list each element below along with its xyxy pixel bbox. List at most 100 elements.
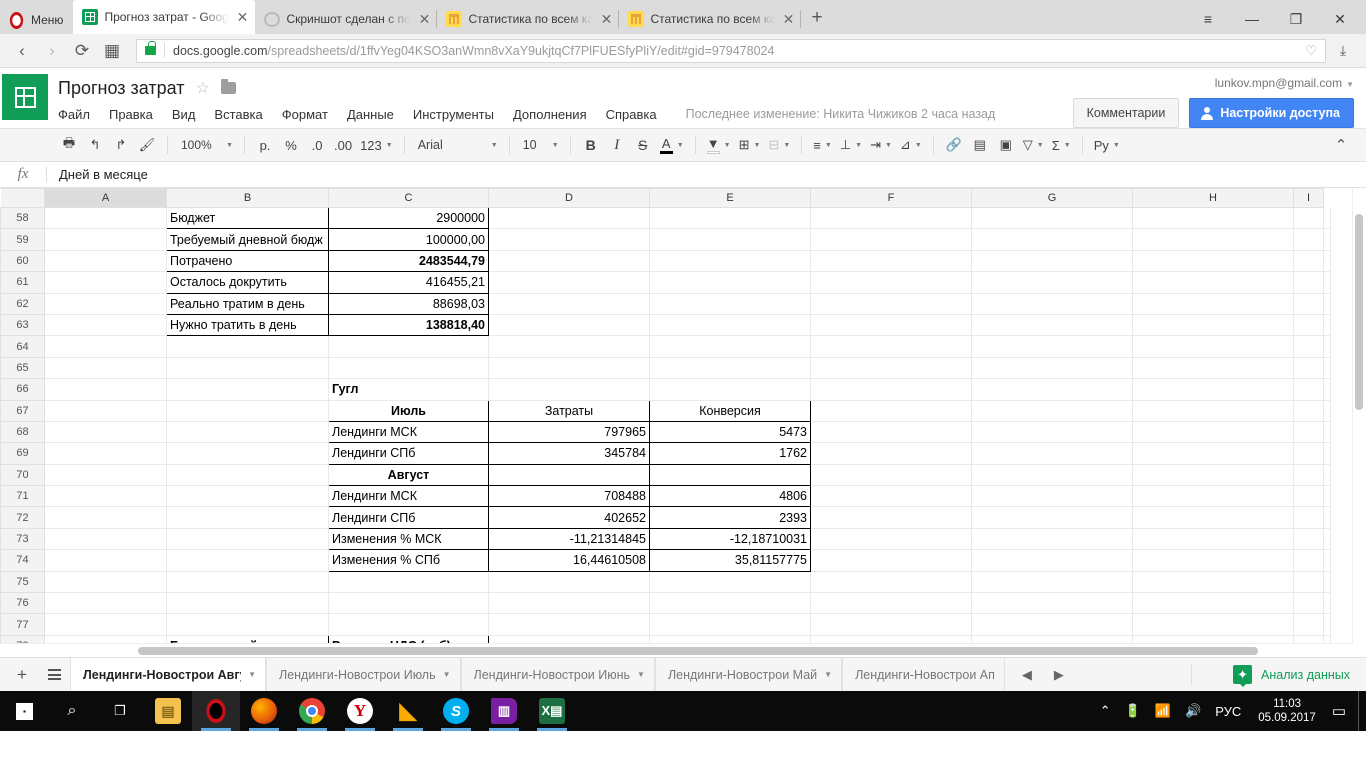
number-format-selector[interactable]: 123 ▼ <box>356 132 397 158</box>
cell-C74[interactable]: Изменения % СПб <box>328 549 489 572</box>
cell-C62[interactable]: 88698,03 <box>328 292 489 315</box>
filter-icon[interactable]: ▽ ▼ <box>1022 137 1044 152</box>
cell-E71[interactable]: 4806 <box>649 485 811 508</box>
speed-dial-icon[interactable]: ▦ <box>103 40 121 60</box>
cell-C63[interactable]: 138818,40 <box>328 313 489 337</box>
row-header-74[interactable]: 74 <box>0 549 45 572</box>
vertical-scroll-thumb[interactable] <box>1355 214 1363 410</box>
cell-A68[interactable] <box>44 421 167 444</box>
cell-C73[interactable]: Изменения % МСК <box>328 527 489 551</box>
cell-F61[interactable] <box>810 271 972 294</box>
cell-E76[interactable] <box>649 592 811 615</box>
close-icon[interactable]: ✕ <box>418 11 431 27</box>
cell-F75[interactable] <box>810 571 972 594</box>
cell-B62[interactable]: Реально тратим в день <box>166 292 329 315</box>
browser-tab-3[interactable]: Статистика по всем камп ✕ <box>619 4 802 34</box>
cell-A63[interactable] <box>44 314 167 337</box>
sheet-tab-2[interactable]: Лендинги-Новострои Июнь ▼ <box>460 657 655 692</box>
share-button[interactable]: Настройки доступа <box>1189 98 1354 128</box>
cell-H71[interactable] <box>1132 485 1294 508</box>
cell-C77[interactable] <box>328 613 489 636</box>
cell-B65[interactable] <box>166 357 329 380</box>
insert-chart-icon[interactable]: ▣ <box>999 137 1012 152</box>
cell-I71[interactable] <box>1293 485 1324 508</box>
cell-D75[interactable] <box>488 571 650 594</box>
yandex-browser-icon[interactable]: Y <box>336 691 384 731</box>
cell-H74[interactable] <box>1132 549 1294 572</box>
cell-B60[interactable]: Потрачено <box>166 249 329 273</box>
menu-item-view[interactable]: Вид <box>171 106 196 122</box>
close-window-icon[interactable]: ✕ <box>1334 10 1346 27</box>
column-header-E[interactable]: E <box>649 188 811 208</box>
font-family-selector[interactable]: Arial ▼ <box>412 132 502 158</box>
cell-G59[interactable] <box>971 228 1133 251</box>
cell-H66[interactable] <box>1132 378 1294 401</box>
cell-I72[interactable] <box>1293 506 1324 529</box>
explore-button[interactable]: ✦ Анализ данных <box>1233 665 1360 687</box>
cell-F73[interactable] <box>810 528 972 551</box>
row-header-58[interactable]: 58 <box>0 206 45 230</box>
cell-I75[interactable] <box>1293 571 1324 594</box>
formula-input[interactable]: Дней в месяце <box>59 167 148 182</box>
cell-A71[interactable] <box>44 485 167 508</box>
cell-F64[interactable] <box>810 335 972 358</box>
cell-E66[interactable] <box>649 378 811 401</box>
font-size-selector[interactable]: 10 ▼ <box>517 132 563 158</box>
row-header-69[interactable]: 69 <box>0 442 45 465</box>
address-bar[interactable]: docs.google.com/spreadsheets/d/1ffvYeg04… <box>136 38 1326 63</box>
account-email[interactable]: lunkov.mpn@gmail.com ▼ <box>1024 68 1354 90</box>
menu-item-help[interactable]: Справка <box>605 106 657 122</box>
row-header-63[interactable]: 63 <box>0 313 45 337</box>
sheets-logo-icon[interactable] <box>2 74 48 120</box>
cell-D69[interactable]: 345784 <box>488 442 650 465</box>
cell-F66[interactable] <box>810 378 972 401</box>
cell-H70[interactable] <box>1132 464 1294 487</box>
cell-F71[interactable] <box>810 485 972 508</box>
document-title[interactable]: Прогноз затрат <box>58 77 185 98</box>
cell-I74[interactable] <box>1293 549 1324 572</box>
cell-B76[interactable] <box>166 592 329 615</box>
insert-link-icon[interactable]: 🔗 <box>945 137 962 152</box>
row-header-60[interactable]: 60 <box>0 249 45 273</box>
sheet-tab-4[interactable]: Лендинги-Новострои Ап <box>842 657 1005 692</box>
cell-A77[interactable] <box>44 613 167 636</box>
cell-E60[interactable] <box>649 250 811 273</box>
next-sheet-icon[interactable]: ▶ <box>1053 666 1064 682</box>
battery-icon[interactable]: 🔋 <box>1124 703 1141 718</box>
comments-button[interactable]: Комментарии <box>1072 98 1180 128</box>
cell-D68[interactable]: 797965 <box>488 420 650 444</box>
cell-B74[interactable] <box>166 549 329 572</box>
cell-H64[interactable] <box>1132 335 1294 358</box>
google-analytics-icon[interactable]: ◣ <box>384 691 432 731</box>
cell-A74[interactable] <box>44 549 167 572</box>
vertical-align-button[interactable]: ⊥ ▼ <box>839 137 863 152</box>
cell-E58[interactable] <box>649 207 811 230</box>
cell-I59[interactable] <box>1293 228 1324 251</box>
cell-A70[interactable] <box>44 464 167 487</box>
notification-icon[interactable]: ▭ <box>1331 703 1346 720</box>
cell-D60[interactable] <box>488 250 650 273</box>
cell-H67[interactable] <box>1132 400 1294 422</box>
cell-E68[interactable]: 5473 <box>649 420 811 444</box>
cell-G73[interactable] <box>971 528 1133 551</box>
excel-icon[interactable]: X▤ <box>528 691 576 731</box>
cell-H77[interactable] <box>1132 613 1294 636</box>
cell-F59[interactable] <box>810 228 972 251</box>
cell-I76[interactable] <box>1293 592 1324 615</box>
row-header-64[interactable]: 64 <box>0 335 45 358</box>
cell-A75[interactable] <box>44 571 167 594</box>
cell-G66[interactable] <box>971 378 1133 401</box>
cell-D72[interactable]: 402652 <box>488 506 650 529</box>
skype-icon[interactable]: S <box>432 691 480 731</box>
chevron-down-icon[interactable]: ▼ <box>442 670 451 679</box>
percent-format-button[interactable]: % <box>285 137 297 153</box>
cell-D73[interactable]: -11,21314845 <box>488 527 650 551</box>
cell-G76[interactable] <box>971 592 1133 615</box>
cell-E75[interactable] <box>649 571 811 594</box>
cell-E64[interactable] <box>649 335 811 358</box>
maximize-icon[interactable]: ❐ <box>1289 10 1303 27</box>
wifi-icon[interactable]: 📶 <box>1154 703 1172 718</box>
cell-I65[interactable] <box>1293 357 1324 380</box>
browser-menu-icon[interactable]: ≡ <box>1203 11 1213 27</box>
cell-B63[interactable]: Нужно тратить в день <box>166 313 329 337</box>
